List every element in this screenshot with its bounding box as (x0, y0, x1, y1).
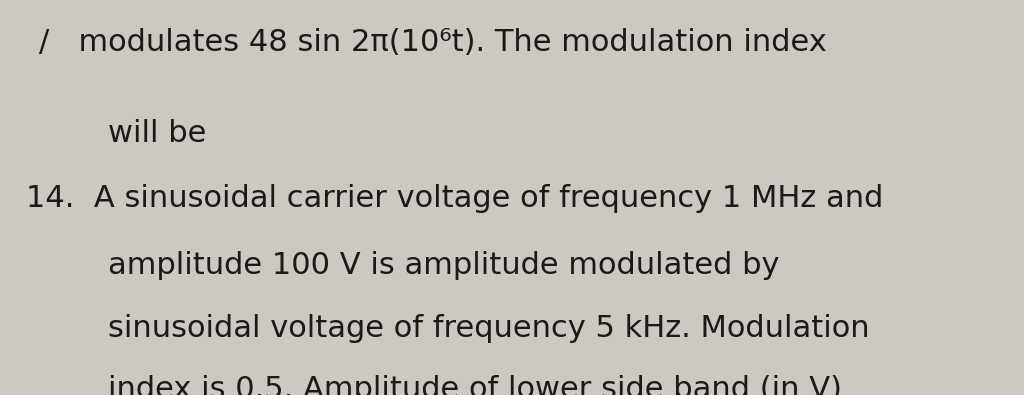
Text: index is 0.5. Amplitude of lower side band (in V): index is 0.5. Amplitude of lower side ba… (108, 375, 842, 395)
Text: /   modulates 48 sin 2π(10⁶t). The modulation index: / modulates 48 sin 2π(10⁶t). The modulat… (39, 28, 826, 56)
Text: will be: will be (108, 118, 206, 147)
Text: sinusoidal voltage of frequency 5 kHz. Modulation: sinusoidal voltage of frequency 5 kHz. M… (108, 314, 869, 343)
Text: 14.  A sinusoidal carrier voltage of frequency 1 MHz and: 14. A sinusoidal carrier voltage of freq… (26, 184, 883, 213)
Text: amplitude 100 V is amplitude modulated by: amplitude 100 V is amplitude modulated b… (108, 251, 779, 280)
